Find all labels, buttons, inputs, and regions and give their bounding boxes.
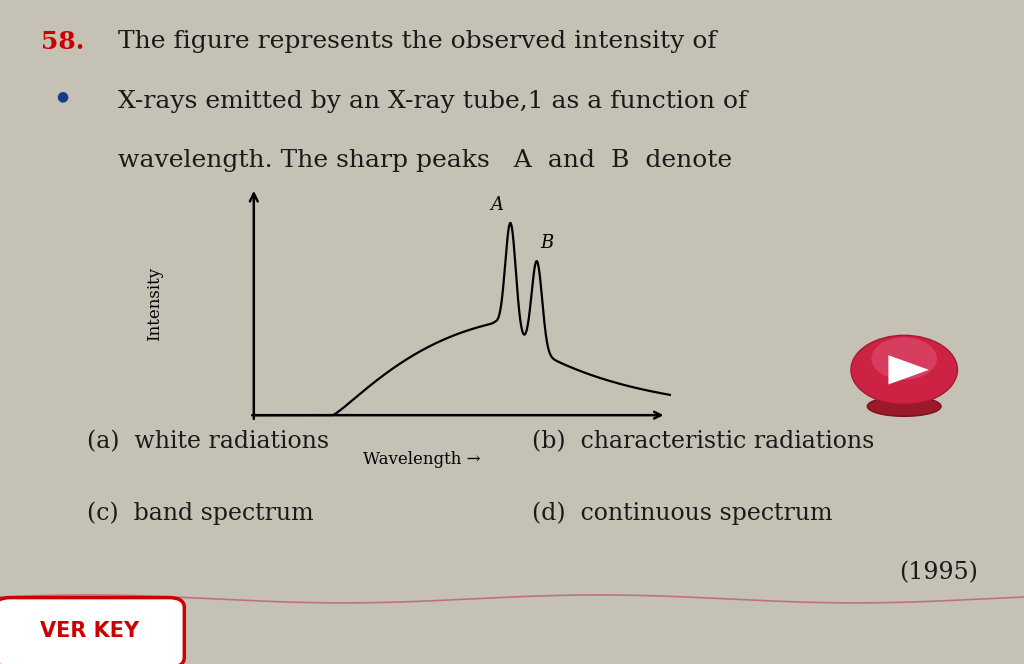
Text: 58.: 58. <box>41 30 84 54</box>
Text: ●: ● <box>56 90 69 104</box>
FancyBboxPatch shape <box>0 598 184 664</box>
Text: Wavelength →: Wavelength → <box>362 451 480 467</box>
Text: wavelength. The sharp peaks   A  and  B  denote: wavelength. The sharp peaks A and B deno… <box>118 149 732 173</box>
Text: (c)  band spectrum: (c) band spectrum <box>87 501 313 525</box>
Text: A: A <box>490 196 504 214</box>
Text: B: B <box>540 234 553 252</box>
Text: The figure represents the observed intensity of: The figure represents the observed inten… <box>118 30 717 53</box>
Text: X-rays emitted by an X-ray tube,1 as a function of: X-rays emitted by an X-ray tube,1 as a f… <box>118 90 748 113</box>
Ellipse shape <box>867 396 941 416</box>
Text: (b)  characteristic radiations: (b) characteristic radiations <box>532 430 874 454</box>
Polygon shape <box>889 355 929 384</box>
Text: VER KEY: VER KEY <box>40 622 138 641</box>
Text: (a)  white radiations: (a) white radiations <box>87 430 329 454</box>
Circle shape <box>851 335 957 404</box>
Text: (1995): (1995) <box>899 561 978 584</box>
Circle shape <box>871 337 937 380</box>
Text: (d)  continuous spectrum: (d) continuous spectrum <box>532 501 833 525</box>
Text: Intensity: Intensity <box>146 267 163 341</box>
